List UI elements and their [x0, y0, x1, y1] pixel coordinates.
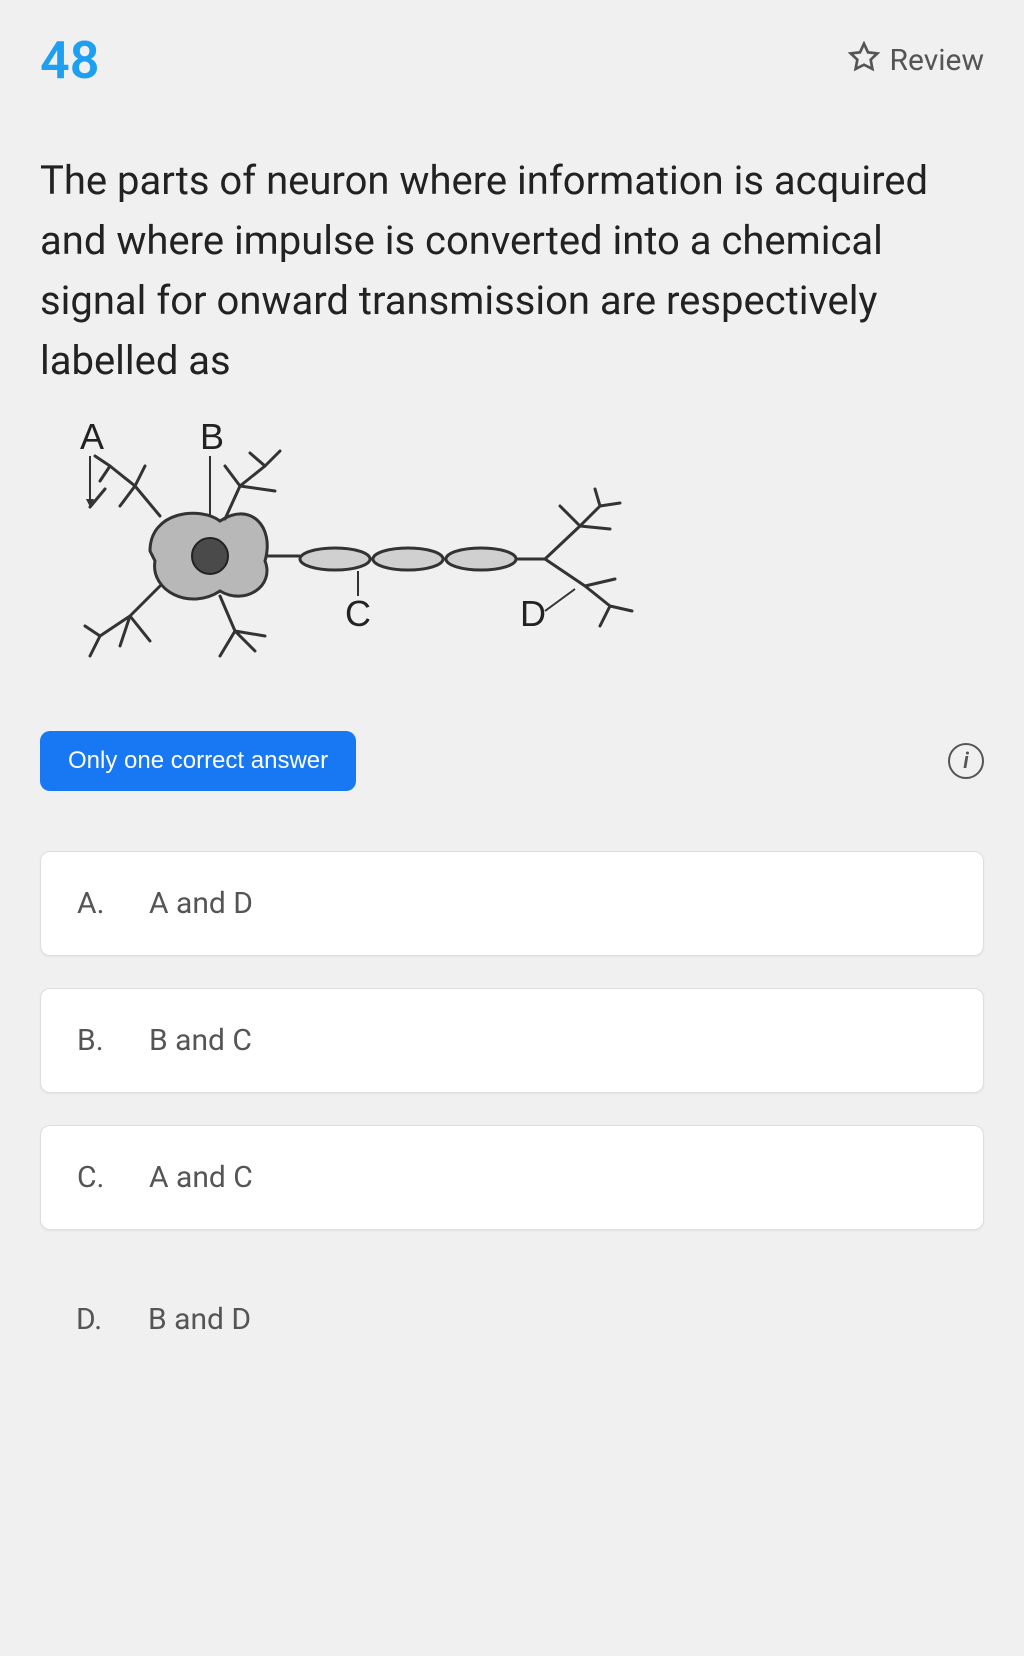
option-letter: A. [77, 886, 113, 921]
option-text: A and D [149, 886, 253, 921]
neuron-diagram: A B [40, 411, 680, 691]
option-b[interactable]: B. B and C [40, 988, 984, 1093]
review-label: Review [890, 43, 984, 78]
option-text: B and D [148, 1302, 251, 1337]
star-icon [848, 41, 880, 81]
answer-type-badge[interactable]: Only one correct answer [40, 731, 356, 791]
option-c[interactable]: C. A and C [40, 1125, 984, 1230]
info-icon[interactable]: i [948, 743, 984, 779]
option-text: A and C [149, 1160, 253, 1195]
review-button[interactable]: Review [848, 41, 984, 81]
diagram-label-b: B [200, 416, 224, 457]
option-letter: B. [77, 1023, 113, 1058]
question-text: The parts of neuron where information is… [40, 151, 984, 391]
option-letter: C. [77, 1160, 113, 1195]
diagram-label-c: C [345, 593, 371, 634]
option-letter: D. [76, 1302, 112, 1337]
option-d[interactable]: D. B and D [40, 1262, 984, 1371]
badge-row: Only one correct answer i [40, 731, 984, 791]
diagram-label-a: A [80, 416, 104, 457]
options-list: A. A and D B. B and C C. A and C D. B an… [40, 851, 984, 1371]
option-text: B and C [149, 1023, 252, 1058]
header-row: 48 Review [40, 30, 984, 91]
question-number: 48 [40, 30, 99, 91]
option-a[interactable]: A. A and D [40, 851, 984, 956]
question-screen: 48 Review The parts of neuron where info… [0, 0, 1024, 1656]
diagram-label-d: D [520, 593, 546, 634]
